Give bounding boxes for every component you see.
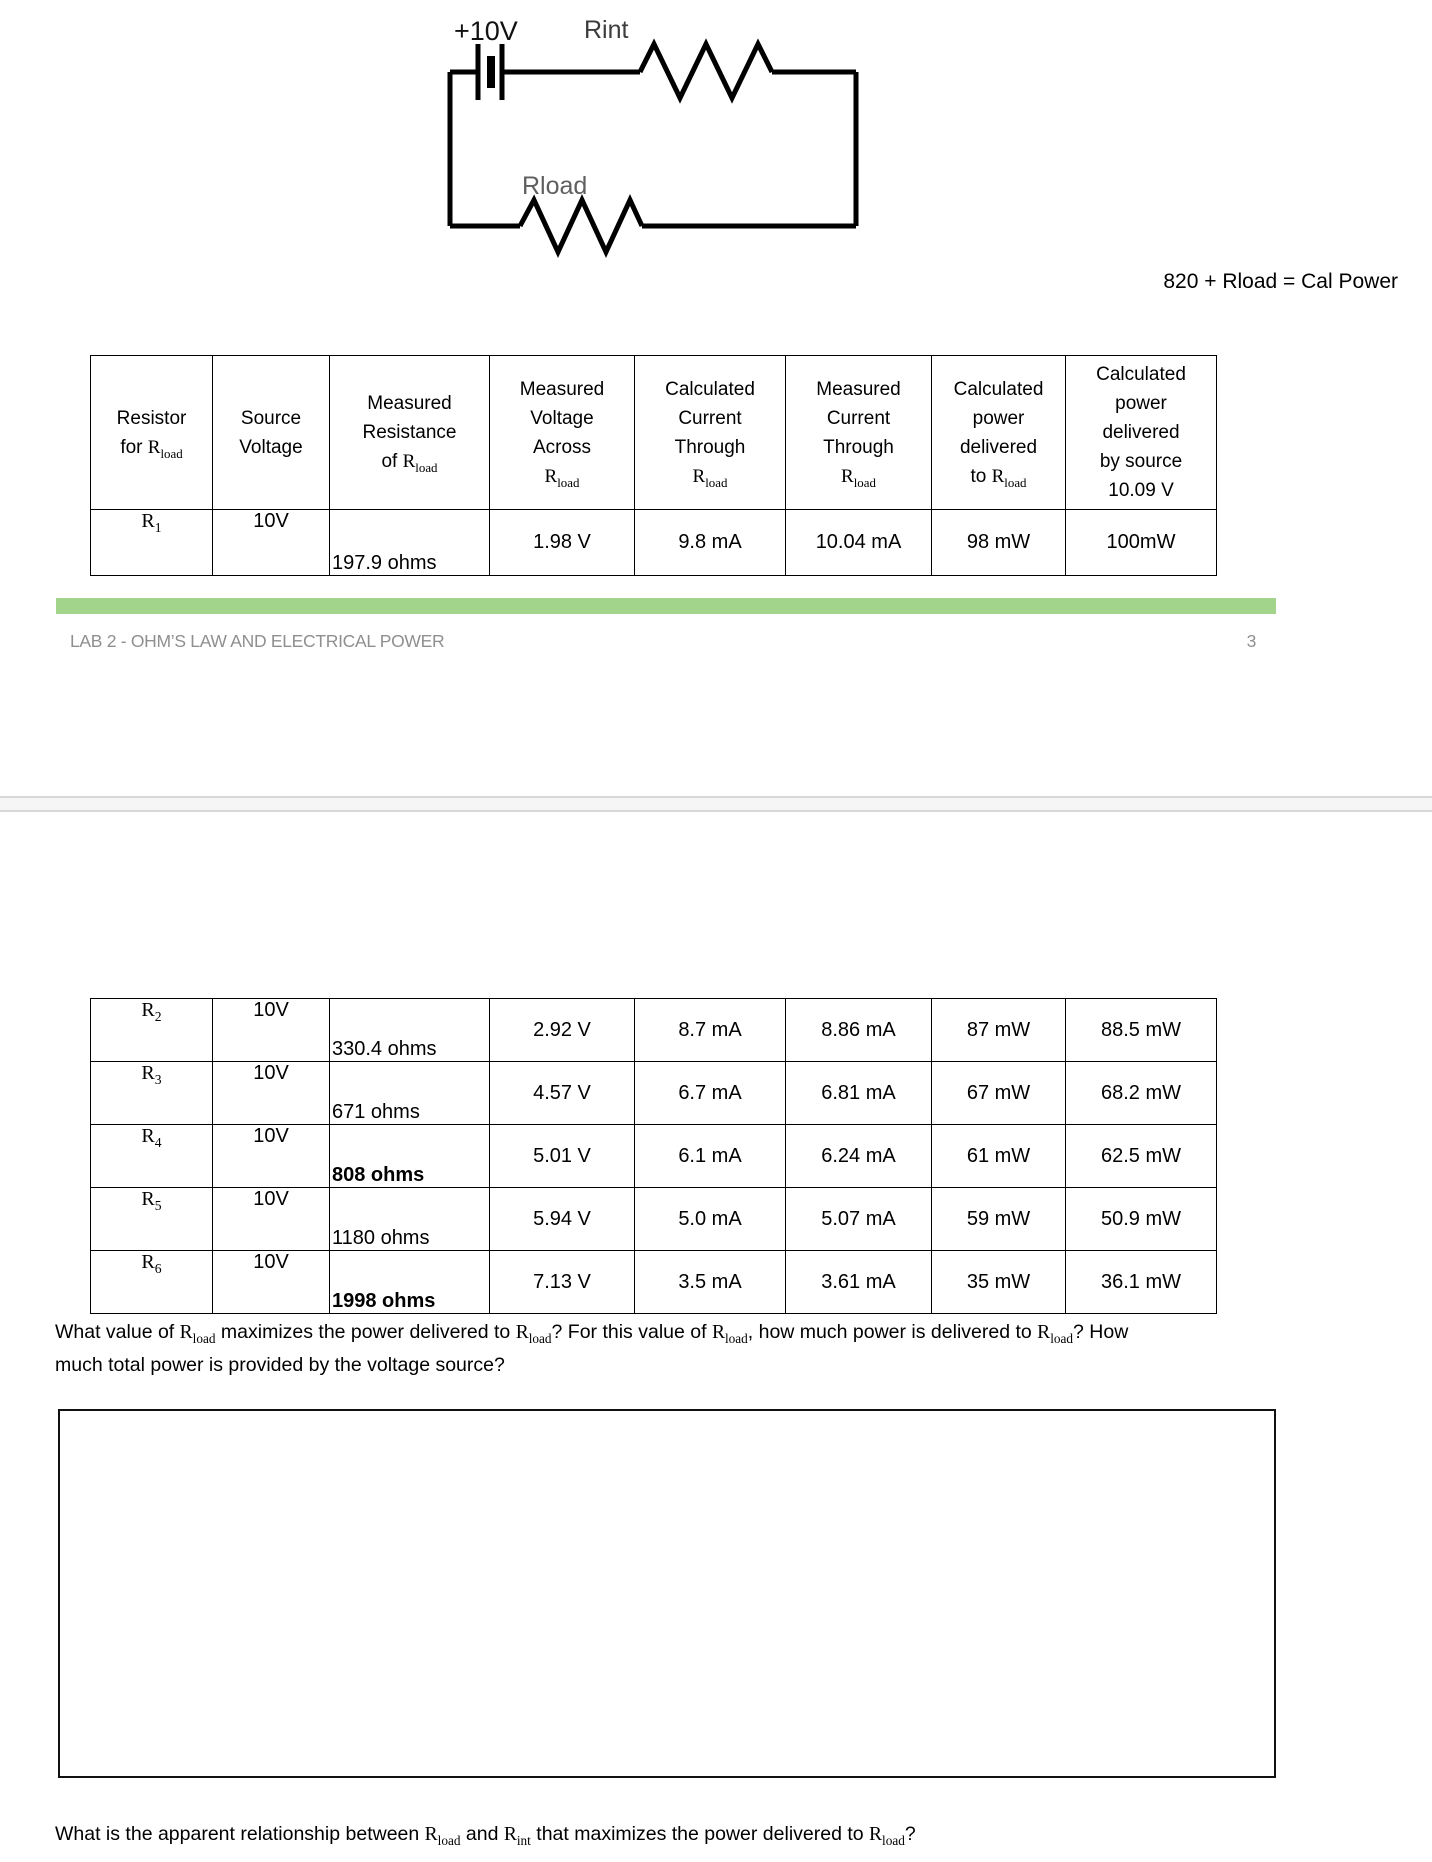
source-voltage-label: +10V: [454, 16, 518, 46]
circuit-diagram: +10V Rint Rload: [447, 16, 859, 258]
column-header: Measured Resistance of Rload: [329, 355, 490, 510]
table-cell: 7.13 V: [489, 1250, 635, 1314]
table-cell: 10V: [212, 1187, 330, 1251]
table-cell: 671 ohms: [329, 1061, 490, 1125]
column-header: Calculated Current Through Rload: [634, 355, 786, 510]
column-header: Measured Current Through Rload: [785, 355, 932, 510]
table-cell: 5.94 V: [489, 1187, 635, 1251]
column-header: Calculated power delivered to Rload: [931, 355, 1066, 510]
table-cell: R1: [90, 509, 213, 576]
table-cell: 197.9 ohms: [329, 509, 490, 576]
table-row: R4 10V 808 ohms 5.01 V 6.1 mA 6.24 mA 61 mW 62.…: [90, 1124, 1217, 1188]
table-cell: 88.5 mW: [1065, 998, 1217, 1062]
table-row: R2 10V 330.4 ohms 2.92 V 8.7 mA 8.86 mA 87 mW 8…: [90, 998, 1217, 1062]
table-cell: 6.7 mA: [634, 1061, 786, 1125]
table-cell: 98 mW: [931, 509, 1066, 576]
column-header: Calculated power delivered by source 10.09 V: [1065, 355, 1217, 510]
column-header: Source Voltage: [212, 355, 330, 510]
column-header: Resistor for Rload: [90, 355, 213, 510]
table-cell: 8.7 mA: [634, 998, 786, 1062]
table-cell: 1.98 V: [489, 509, 635, 576]
column-header: Measured Voltage Across Rload: [489, 355, 635, 510]
table-row: R1 10V 197.9 ohms 1.98 V 9.8 mA 10.04 mA 98 mW…: [90, 509, 1217, 576]
table-cell: 10V: [212, 998, 330, 1062]
table-cell: 4.57 V: [489, 1061, 635, 1125]
table-cell: 3.5 mA: [634, 1250, 786, 1314]
table-cell: 87 mW: [931, 998, 1066, 1062]
table-row: R5 10V 1180 ohms 5.94 V 5.0 mA 5.07 mA 59 mW 50…: [90, 1187, 1217, 1251]
table-cell: 50.9 mW: [1065, 1187, 1217, 1251]
table-cell: 67 mW: [931, 1061, 1066, 1125]
table-cell: 35 mW: [931, 1250, 1066, 1314]
question-max-power: What value of Rload maximizes the power …: [55, 1321, 1129, 1376]
question-relationship: What is the apparent relationship betwee…: [55, 1823, 916, 1848]
table-row: R3 10V 671 ohms 4.57 V 6.7 mA 6.81 mA 67 mW 68.…: [90, 1061, 1217, 1125]
page-number: 3: [1246, 631, 1257, 651]
table-cell: 1180 ohms: [329, 1187, 490, 1251]
table-cell: R6: [90, 1250, 213, 1314]
table-cell: 8.86 mA: [785, 998, 932, 1062]
footer-title: LAB 2 - OHM’S LAW AND ELECTRICAL POWER: [70, 631, 445, 651]
table-cell: 10V: [212, 1124, 330, 1188]
table-cell: 9.8 mA: [634, 509, 786, 576]
table-cell: 10V: [212, 1061, 330, 1125]
table-cell: 6.81 mA: [785, 1061, 932, 1125]
table-cell: 330.4 ohms: [329, 998, 490, 1062]
table-cell: R3: [90, 1061, 213, 1125]
table-cell: 10.04 mA: [785, 509, 932, 576]
table-cell: 61 mW: [931, 1124, 1066, 1188]
table-cell: 10V: [212, 1250, 330, 1314]
results-table-page2: R2 10V 330.4 ohms 2.92 V 8.7 mA 8.86 mA 87 mW 8…: [90, 998, 1217, 1314]
table-cell: 808 ohms: [329, 1124, 490, 1188]
table-cell: 5.07 mA: [785, 1187, 932, 1251]
table-cell: 6.24 mA: [785, 1124, 932, 1188]
rint-label: Rint: [584, 16, 629, 44]
table-row: R6 10V 1998 ohms 7.13 V 3.5 mA 3.61 mA 35 mW 36…: [90, 1250, 1217, 1314]
green-divider-bar: [56, 598, 1276, 614]
formula-note: 820 + Rload = Cal Power: [1163, 270, 1398, 293]
answer-box[interactable]: [58, 1409, 1276, 1778]
battery-icon: [475, 44, 505, 100]
table-cell: 100mW: [1065, 509, 1217, 576]
page-footer: LAB 2 - OHM’S LAW AND ELECTRICAL POWER 3: [70, 631, 1256, 652]
table-cell: R2: [90, 998, 213, 1062]
table-cell: 62.5 mW: [1065, 1124, 1217, 1188]
page-break-band: [0, 796, 1432, 812]
table-cell: R5: [90, 1187, 213, 1251]
rload-label: Rload: [522, 172, 587, 200]
results-table-page1: Resistor for Rload Source Voltage Measured Re…: [90, 355, 1217, 576]
table-cell: 36.1 mW: [1065, 1250, 1217, 1314]
table-cell: 1998 ohms: [329, 1250, 490, 1314]
table-cell: 3.61 mA: [785, 1250, 932, 1314]
table-header-row: Resistor for Rload Source Voltage Measured Re…: [90, 355, 1217, 510]
table-cell: R4: [90, 1124, 213, 1188]
table-cell: 10V: [212, 509, 330, 576]
table-cell: 68.2 mW: [1065, 1061, 1217, 1125]
table-cell: 6.1 mA: [634, 1124, 786, 1188]
table-cell: 5.0 mA: [634, 1187, 786, 1251]
table-cell: 59 mW: [931, 1187, 1066, 1251]
table-cell: 5.01 V: [489, 1124, 635, 1188]
table-cell: 2.92 V: [489, 998, 635, 1062]
resistor-rload-icon: [517, 194, 645, 258]
resistor-rint-icon: [637, 38, 775, 104]
